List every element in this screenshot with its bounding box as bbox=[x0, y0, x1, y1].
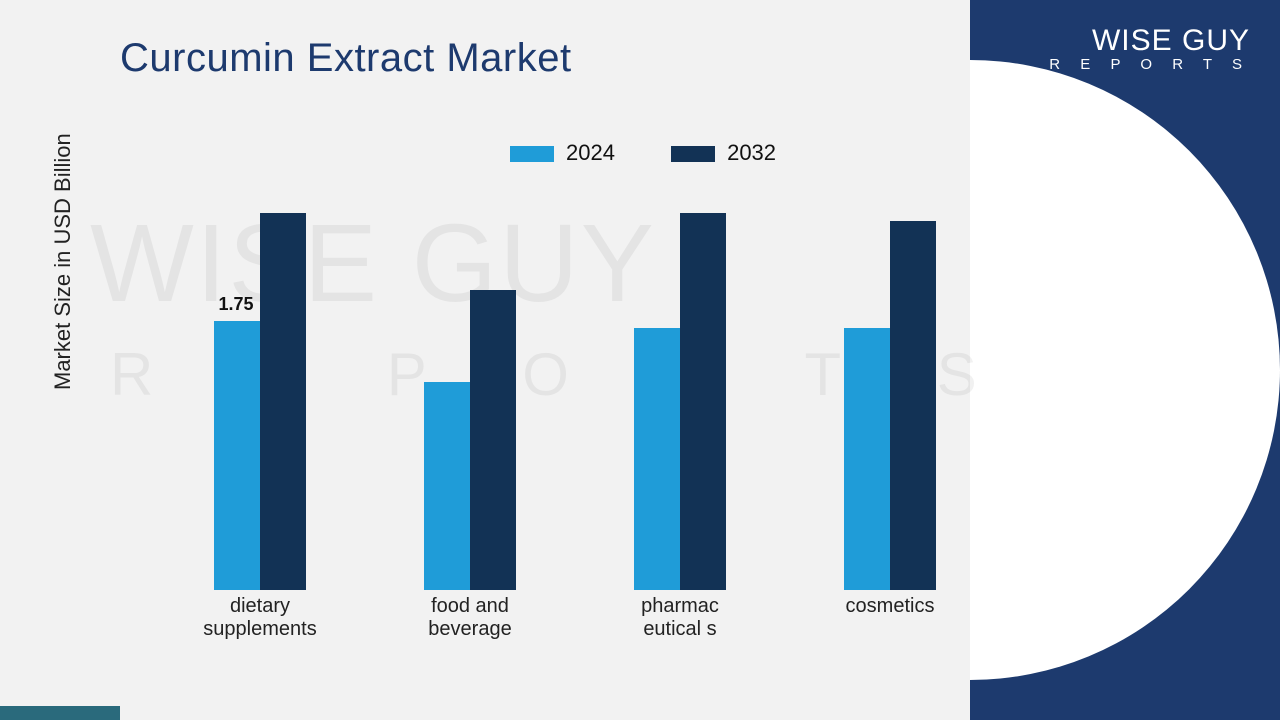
x-axis-label: pharmac eutical s bbox=[610, 595, 750, 641]
logo-subtext: R E P O R T S bbox=[1049, 56, 1250, 73]
x-axis-label: food and beverage bbox=[400, 595, 540, 641]
legend-item-2032: 2032 bbox=[671, 140, 776, 166]
legend-label-2032: 2032 bbox=[727, 140, 776, 165]
bar-2024 bbox=[844, 328, 890, 590]
bar-group bbox=[620, 190, 740, 590]
chart-legend: 2024 2032 bbox=[510, 140, 826, 166]
bar-2024 bbox=[424, 382, 470, 590]
logo-word-2: GUY bbox=[1182, 24, 1250, 57]
bar-2024 bbox=[634, 328, 680, 590]
footer-accent bbox=[0, 706, 120, 720]
x-axis-label: dietary supplements bbox=[190, 595, 330, 641]
page: WISE GUY R E P O R T S Curcumin Extract … bbox=[0, 0, 1280, 720]
logo-word-1: WISE bbox=[1092, 24, 1173, 57]
x-axis-label: cosmetics bbox=[820, 595, 960, 618]
bar-2032 bbox=[890, 221, 936, 590]
bar-group: 1.75 bbox=[200, 190, 320, 590]
legend-item-2024: 2024 bbox=[510, 140, 615, 166]
legend-swatch-2024 bbox=[510, 146, 554, 162]
bar-group bbox=[830, 190, 950, 590]
bar-2032 bbox=[680, 213, 726, 590]
bar-group bbox=[410, 190, 530, 590]
page-title: Curcumin Extract Market bbox=[120, 36, 572, 81]
bar-2032 bbox=[260, 213, 306, 590]
brand-logo: WISE GUY R E P O R T S bbox=[1049, 24, 1250, 73]
legend-label-2024: 2024 bbox=[566, 140, 615, 165]
bar-value-label: 1.75 bbox=[206, 294, 266, 315]
plot-area: 1.75 bbox=[140, 190, 960, 590]
bar-2032 bbox=[470, 290, 516, 590]
y-axis-label: Market Size in USD Billion bbox=[50, 133, 76, 390]
bar-2024 bbox=[214, 321, 260, 590]
bar-chart: 2024 2032 Market Size in USD Billion 1.7… bbox=[80, 140, 980, 680]
legend-swatch-2032 bbox=[671, 146, 715, 162]
